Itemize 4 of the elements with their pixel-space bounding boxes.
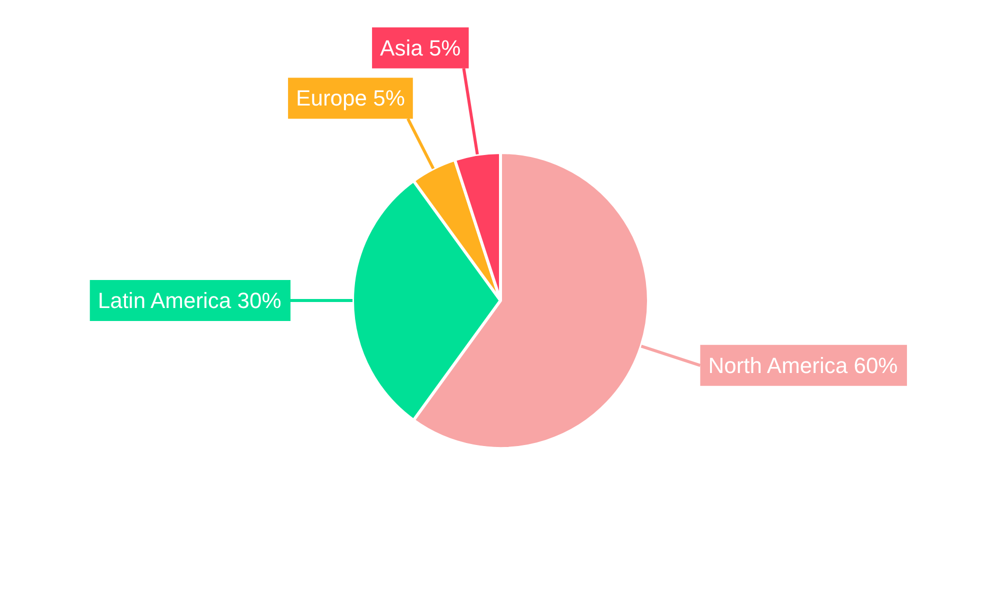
slice-label: Latin America 30% bbox=[98, 288, 282, 313]
slice-label: North America 60% bbox=[708, 352, 898, 378]
slice-label: Europe 5% bbox=[296, 86, 405, 111]
slice-label: Asia 5% bbox=[380, 35, 461, 60]
